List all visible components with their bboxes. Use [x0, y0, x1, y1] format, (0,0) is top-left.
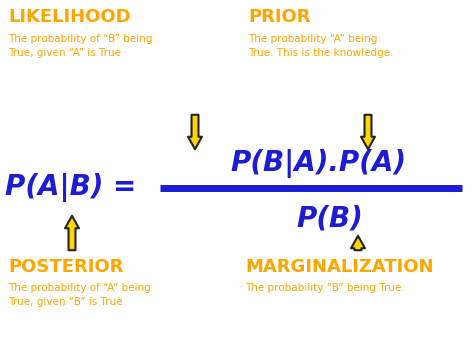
Text: P(A|B) =: P(A|B) = [5, 174, 136, 203]
Text: LIKELIHOOD: LIKELIHOOD [8, 8, 131, 26]
Text: POSTERIOR: POSTERIOR [8, 258, 123, 276]
Text: P(B): P(B) [297, 204, 364, 232]
Text: MARGINALIZATION: MARGINALIZATION [245, 258, 434, 276]
Text: The probability “A” being
True. This is the knowledge.: The probability “A” being True. This is … [248, 34, 393, 58]
Text: The probability of “A” being
True, given “B” is True: The probability of “A” being True, given… [8, 283, 151, 307]
Text: PRIOR: PRIOR [248, 8, 310, 26]
Text: The probability of “B” being
True, given “A” is True: The probability of “B” being True, given… [8, 34, 152, 58]
Text: The probability “B” being True.: The probability “B” being True. [245, 283, 405, 293]
Text: P(B|A).P(A): P(B|A).P(A) [230, 148, 406, 178]
